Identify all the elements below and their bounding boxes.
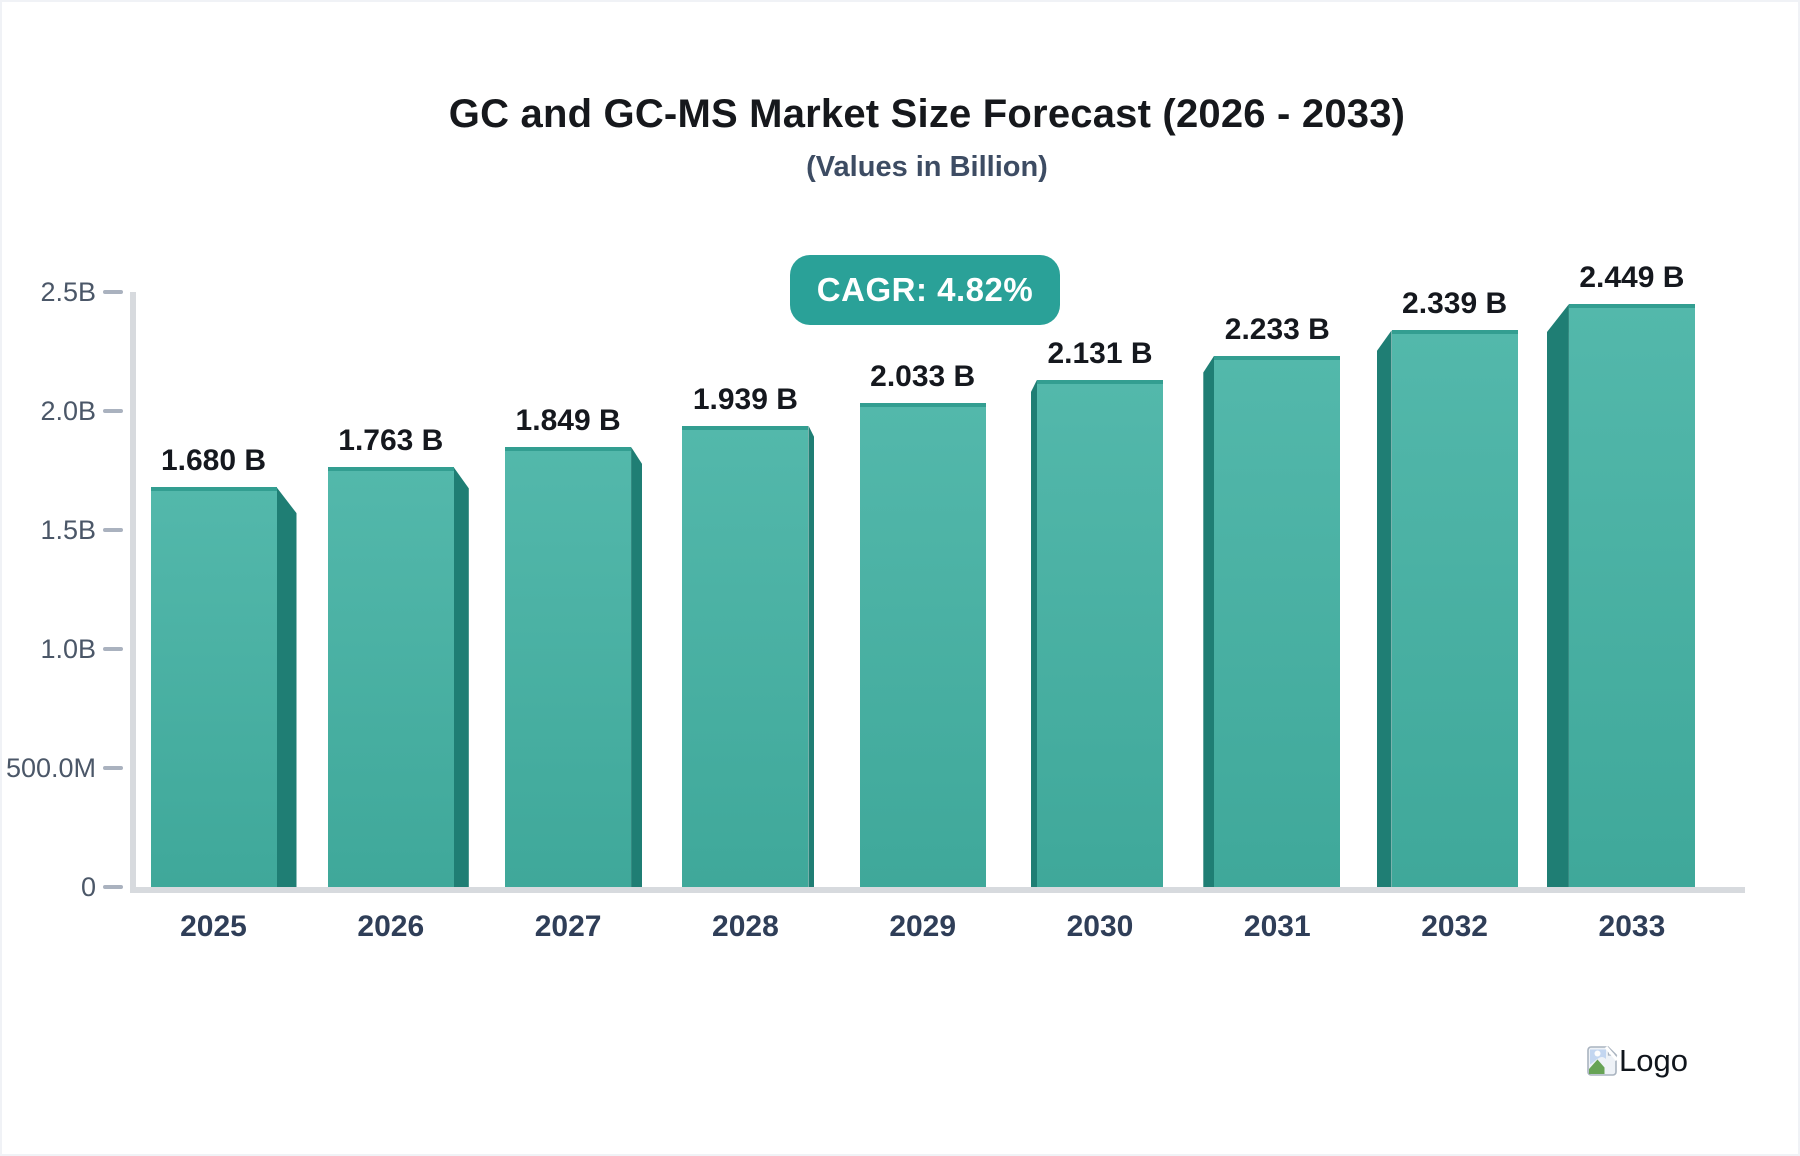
bar-side-face xyxy=(453,467,469,887)
bar-value-label: 1.763 B xyxy=(338,424,444,458)
bar-2030 xyxy=(1037,379,1163,887)
logo-text: Logo xyxy=(1619,1043,1688,1078)
y-tick-label: 1.5B xyxy=(40,515,96,545)
bar-value-label: 2.339 B xyxy=(1402,287,1508,321)
x-axis-label-2030: 2030 xyxy=(1066,910,1134,943)
bar-2026 xyxy=(327,467,454,887)
y-tick-label: 500.0M xyxy=(5,753,96,783)
bar-side-face xyxy=(631,446,643,887)
x-axis-label-2026: 2026 xyxy=(357,910,425,943)
y-tick-mark xyxy=(103,647,123,651)
bar-side-face xyxy=(1376,330,1392,887)
y-tick-label: 0 xyxy=(80,872,96,902)
y-tick-mark xyxy=(103,290,123,294)
x-axis-label-2031: 2031 xyxy=(1243,910,1311,943)
logo: Logo xyxy=(1585,1042,1688,1080)
bar-2029 xyxy=(859,403,986,887)
y-tick-mark xyxy=(103,885,123,889)
bar-2032 xyxy=(1391,330,1518,887)
bar-2027 xyxy=(505,446,632,887)
chart-subtitle: (Values in Billion) xyxy=(806,151,1048,183)
bar-2031 xyxy=(1214,355,1341,887)
bar-value-label: 2.131 B xyxy=(1047,336,1153,370)
bar-value-label: 2.449 B xyxy=(1579,261,1685,295)
x-axis-label-2025: 2025 xyxy=(180,910,247,943)
bar-2033 xyxy=(1568,304,1695,887)
x-axis-label-2029: 2029 xyxy=(889,910,957,943)
x-axis-label-2028: 2028 xyxy=(712,910,779,943)
bar-2028 xyxy=(682,425,809,887)
y-axis-line xyxy=(130,292,136,892)
broken-image-icon xyxy=(1587,1045,1619,1076)
chart-title: GC and GC-MS Market Size Forecast (2026 … xyxy=(448,92,1406,136)
x-axis-label-2033: 2033 xyxy=(1598,910,1666,943)
bar-side-face xyxy=(276,487,297,887)
bar-side-face xyxy=(1031,379,1037,887)
cagr-badge: CAGR: 4.82% xyxy=(790,255,1060,325)
y-tick-mark xyxy=(103,409,123,413)
bar-value-label: 2.233 B xyxy=(1224,312,1330,346)
x-axis-label-2032: 2032 xyxy=(1421,910,1488,943)
y-tick-label: 2.0B xyxy=(40,396,96,426)
bar-value-label: 1.680 B xyxy=(160,444,267,478)
bar-value-label: 1.849 B xyxy=(515,403,621,437)
bar-value-label: 2.033 B xyxy=(870,360,976,394)
x-axis-label-2027: 2027 xyxy=(534,910,602,943)
bar-2025 xyxy=(150,487,277,887)
y-tick-mark xyxy=(103,528,123,532)
x-axis-line xyxy=(130,887,1745,893)
y-tick-label: 2.5B xyxy=(40,277,96,307)
bar-side-face xyxy=(1546,304,1569,887)
bar-side-face xyxy=(1203,355,1215,887)
bar-side-face xyxy=(808,425,815,887)
chart-header: GC and GC-MS Market Size Forecast (2026 … xyxy=(52,90,1800,184)
bar-value-label: 1.939 B xyxy=(692,382,798,416)
y-tick-label: 1.0B xyxy=(40,634,96,664)
y-tick-mark xyxy=(103,766,123,770)
